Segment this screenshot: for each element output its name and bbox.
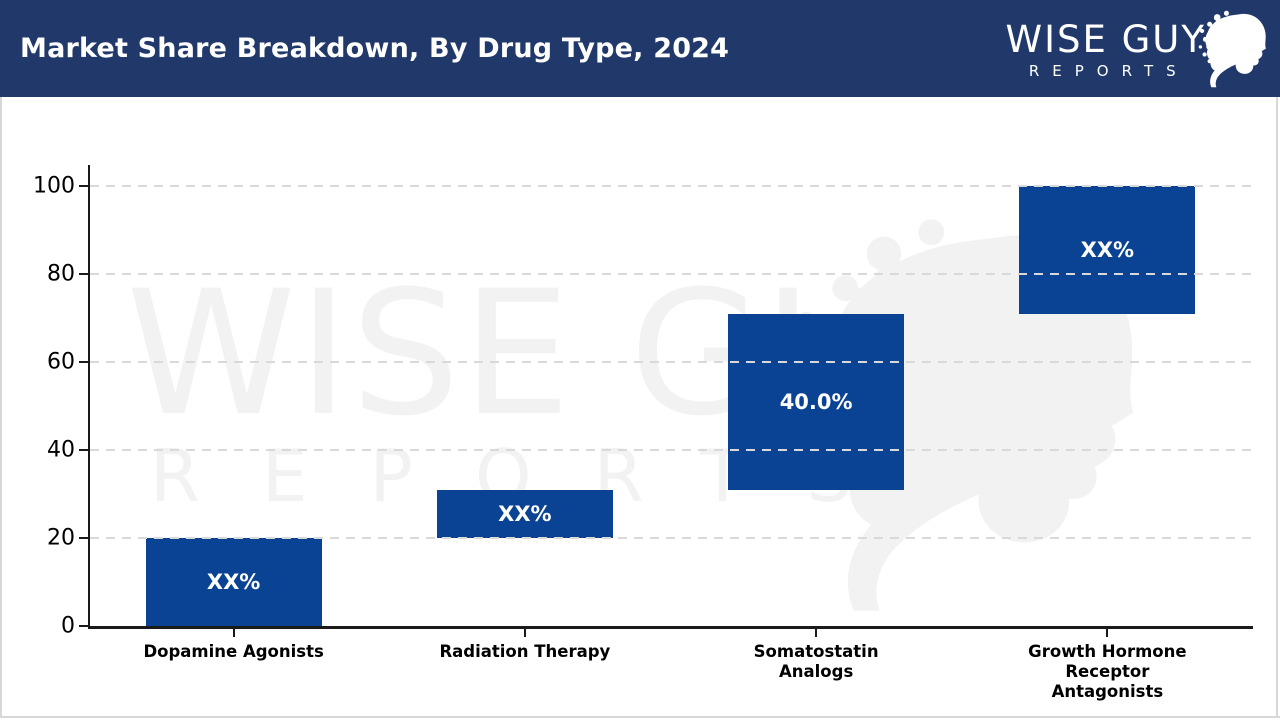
y-axis-tick-label: 0 xyxy=(61,613,75,639)
frame-right-border xyxy=(1276,97,1278,716)
x-axis-tick xyxy=(1106,628,1109,637)
bar-value-label: XX% xyxy=(498,501,552,526)
bar-dopamine-agonists xyxy=(145,538,322,626)
y-axis-tick-label: 60 xyxy=(47,349,75,375)
gridline-y-20 xyxy=(90,537,1253,539)
y-axis-tick-40 xyxy=(79,449,88,451)
bar-radiation-therapy xyxy=(436,489,613,538)
header-bar: Market Share Breakdown, By Drug Type, 20… xyxy=(0,0,1280,97)
y-axis-tick-label: 80 xyxy=(47,261,75,287)
bar-chart: 0 20 40 60 80 100 XX% Dopamine Agonists XX% Radia… xyxy=(0,97,1280,720)
x-axis-tick xyxy=(523,628,526,637)
logo-wordmark: WISE GUY xyxy=(1005,17,1206,61)
x-axis-line xyxy=(88,626,1253,629)
y-axis-line xyxy=(88,165,90,628)
wise-guy-reports-logo: WISE GUY REPORTS xyxy=(1006,0,1280,97)
x-axis-tick xyxy=(232,628,235,637)
bar-growth-hormone-receptor-antagonists xyxy=(1019,186,1196,314)
frame-bottom-border xyxy=(0,716,1280,718)
bar-somatostatin-analogs xyxy=(728,313,905,490)
y-axis-tick-label: 40 xyxy=(47,437,75,463)
y-axis-tick-label: 20 xyxy=(47,525,75,551)
x-axis-category-label: Radiation Therapy xyxy=(439,642,611,661)
page-title: Market Share Breakdown, By Drug Type, 20… xyxy=(20,33,730,64)
x-axis-tick xyxy=(815,628,818,637)
x-axis-category-label: Dopamine Agonists xyxy=(143,642,324,661)
logo-subtitle: REPORTS xyxy=(1028,61,1189,80)
y-axis-tick-0 xyxy=(79,625,88,627)
y-axis-tick-20 xyxy=(79,537,88,539)
x-axis-category-label: Growth Hormone Receptor Antagonists xyxy=(1028,642,1187,701)
gridline-y-40 xyxy=(90,449,1253,451)
gridline-y-80 xyxy=(90,273,1253,275)
bar-value-label: XX% xyxy=(206,570,261,594)
bar-value-label: XX% xyxy=(1080,237,1135,262)
x-axis-category-label: Somatostatin Analogs xyxy=(753,642,879,681)
gridline-y-100 xyxy=(90,185,1253,187)
y-axis-tick-60 xyxy=(79,361,88,363)
gridline-y-60 xyxy=(90,361,1253,363)
y-axis-tick-100 xyxy=(79,185,88,187)
y-axis-tick-label: 100 xyxy=(33,173,75,199)
y-axis-tick-80 xyxy=(79,273,88,275)
bar-value-label: 40.0% xyxy=(779,389,853,414)
frame-left-border xyxy=(0,97,2,716)
